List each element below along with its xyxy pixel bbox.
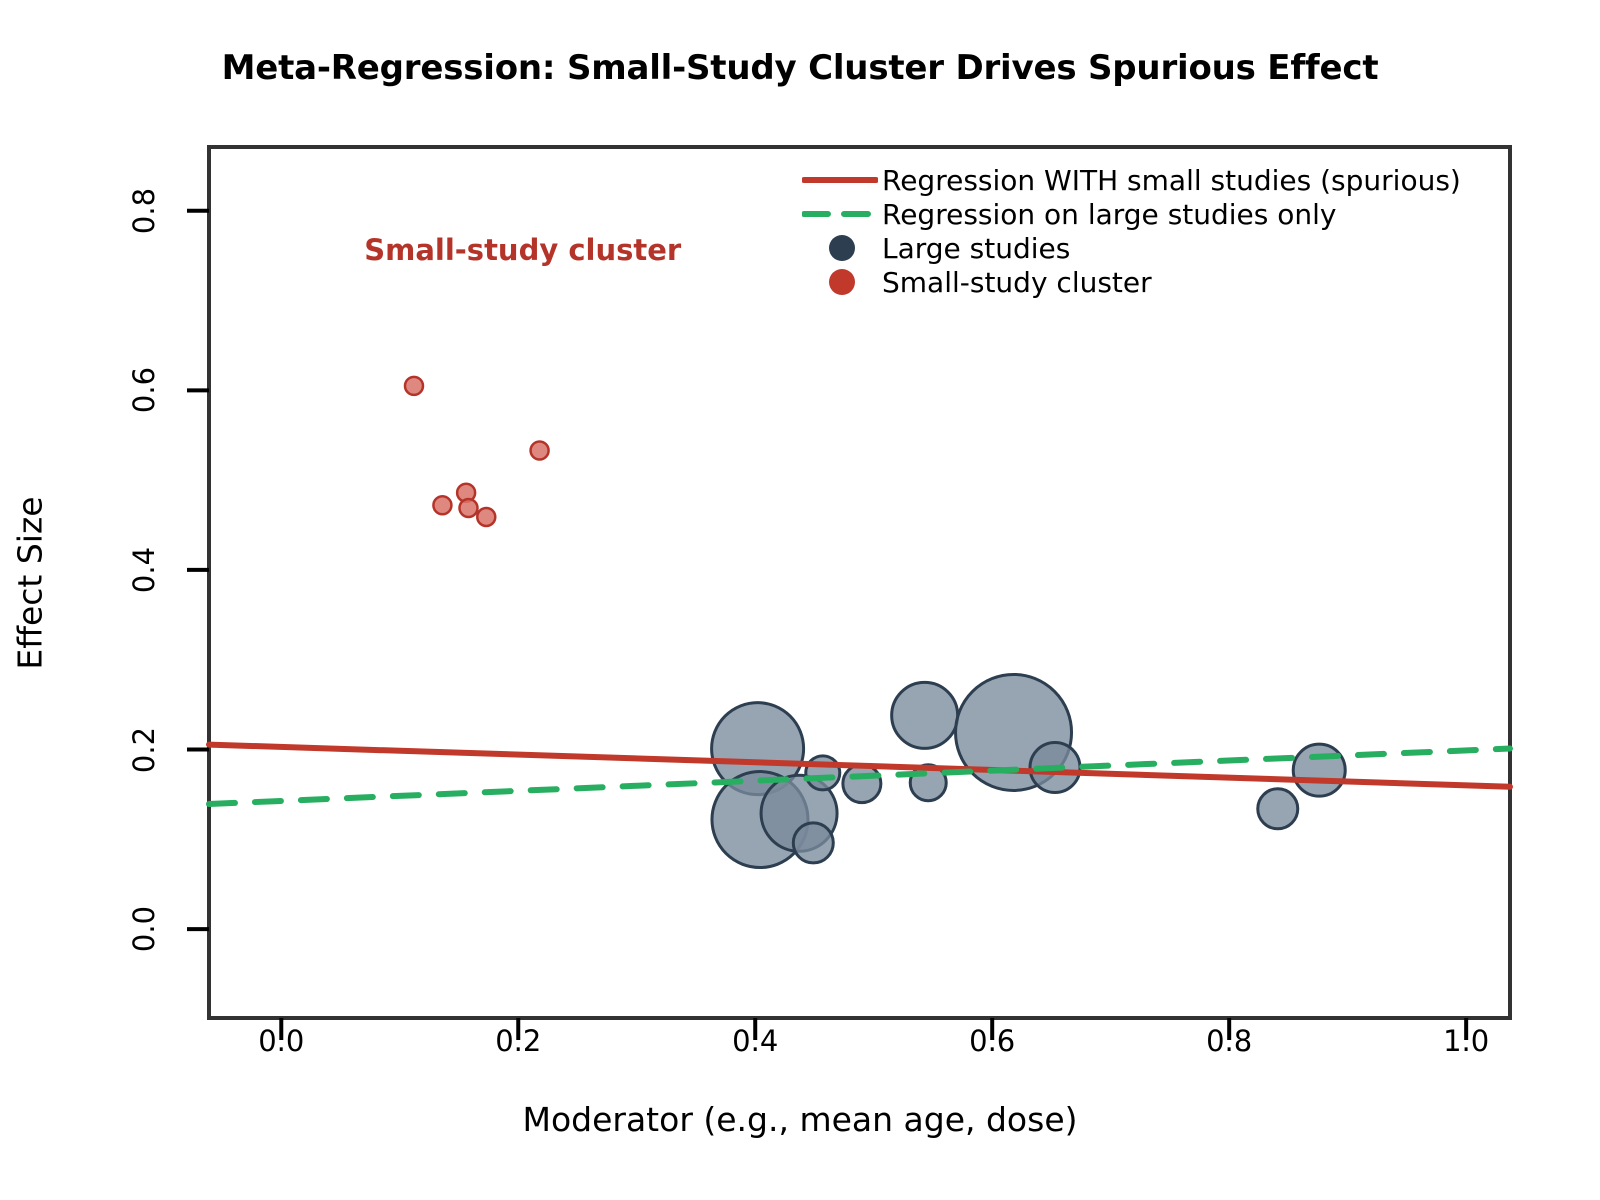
large-study-point: [804, 754, 842, 792]
small-study-point: [403, 375, 425, 397]
large-study-point: [791, 821, 835, 865]
legend-dot: [829, 235, 855, 261]
regression-lines: [206, 741, 1513, 808]
y-tick-label: 0.0: [127, 906, 161, 953]
x-tick-label: 0.8: [1206, 1024, 1253, 1058]
legend-item[interactable]: Large studies: [800, 231, 1490, 265]
legend-label: Regression on large studies only: [882, 197, 1337, 231]
small-study-point: [476, 506, 497, 528]
regression-line-large-only: [206, 745, 1513, 808]
large-study-point: [890, 680, 960, 750]
legend-line-swatch: [800, 163, 880, 197]
plot-frame: [207, 145, 1512, 1020]
y-tick-label: 0.8: [127, 187, 161, 234]
legend-line-swatch: [800, 197, 880, 231]
x-tick-label: 0.6: [969, 1024, 1016, 1058]
regression-line-with-small: [206, 741, 1513, 790]
x-tick-label: 1.0: [1443, 1024, 1490, 1058]
x-tick-label: 0.4: [732, 1024, 779, 1058]
x-tick-label: 0.2: [495, 1024, 542, 1058]
legend-item[interactable]: Small-study cluster: [800, 265, 1490, 299]
legend-item[interactable]: Regression on large studies only: [800, 197, 1490, 231]
small-study-bubbles: [403, 375, 550, 528]
legend-marker-swatch: [800, 265, 880, 299]
y-tick-label: 0.6: [127, 367, 161, 414]
small-study-cluster-annotation: Small-study cluster: [364, 233, 682, 268]
legend-dot: [829, 269, 855, 295]
small-study-point: [432, 495, 453, 516]
x-tick-label: 0.0: [258, 1024, 305, 1058]
legend-label: Large studies: [882, 231, 1071, 265]
legend-marker-swatch: [800, 231, 880, 265]
chart-title: Meta-Regression: Small-Study Cluster Dri…: [221, 48, 1379, 88]
small-study-point: [458, 497, 479, 519]
small-study-point: [529, 440, 550, 461]
large-study-point: [1256, 787, 1300, 831]
y-tick-label: 0.2: [127, 726, 161, 773]
legend-label: Small-study cluster: [882, 265, 1152, 299]
x-axis-label: Moderator (e.g., mean age, dose): [522, 1100, 1078, 1139]
large-study-point: [1291, 742, 1347, 798]
y-tick-label: 0.4: [127, 546, 161, 593]
large-study-bubbles: [710, 672, 1347, 870]
legend-item[interactable]: Regression WITH small studies (spurious): [800, 163, 1490, 197]
legend-label: Regression WITH small studies (spurious): [882, 163, 1461, 197]
large-study-point: [841, 763, 883, 805]
chart-legend: Regression WITH small studies (spurious)…: [800, 163, 1490, 299]
